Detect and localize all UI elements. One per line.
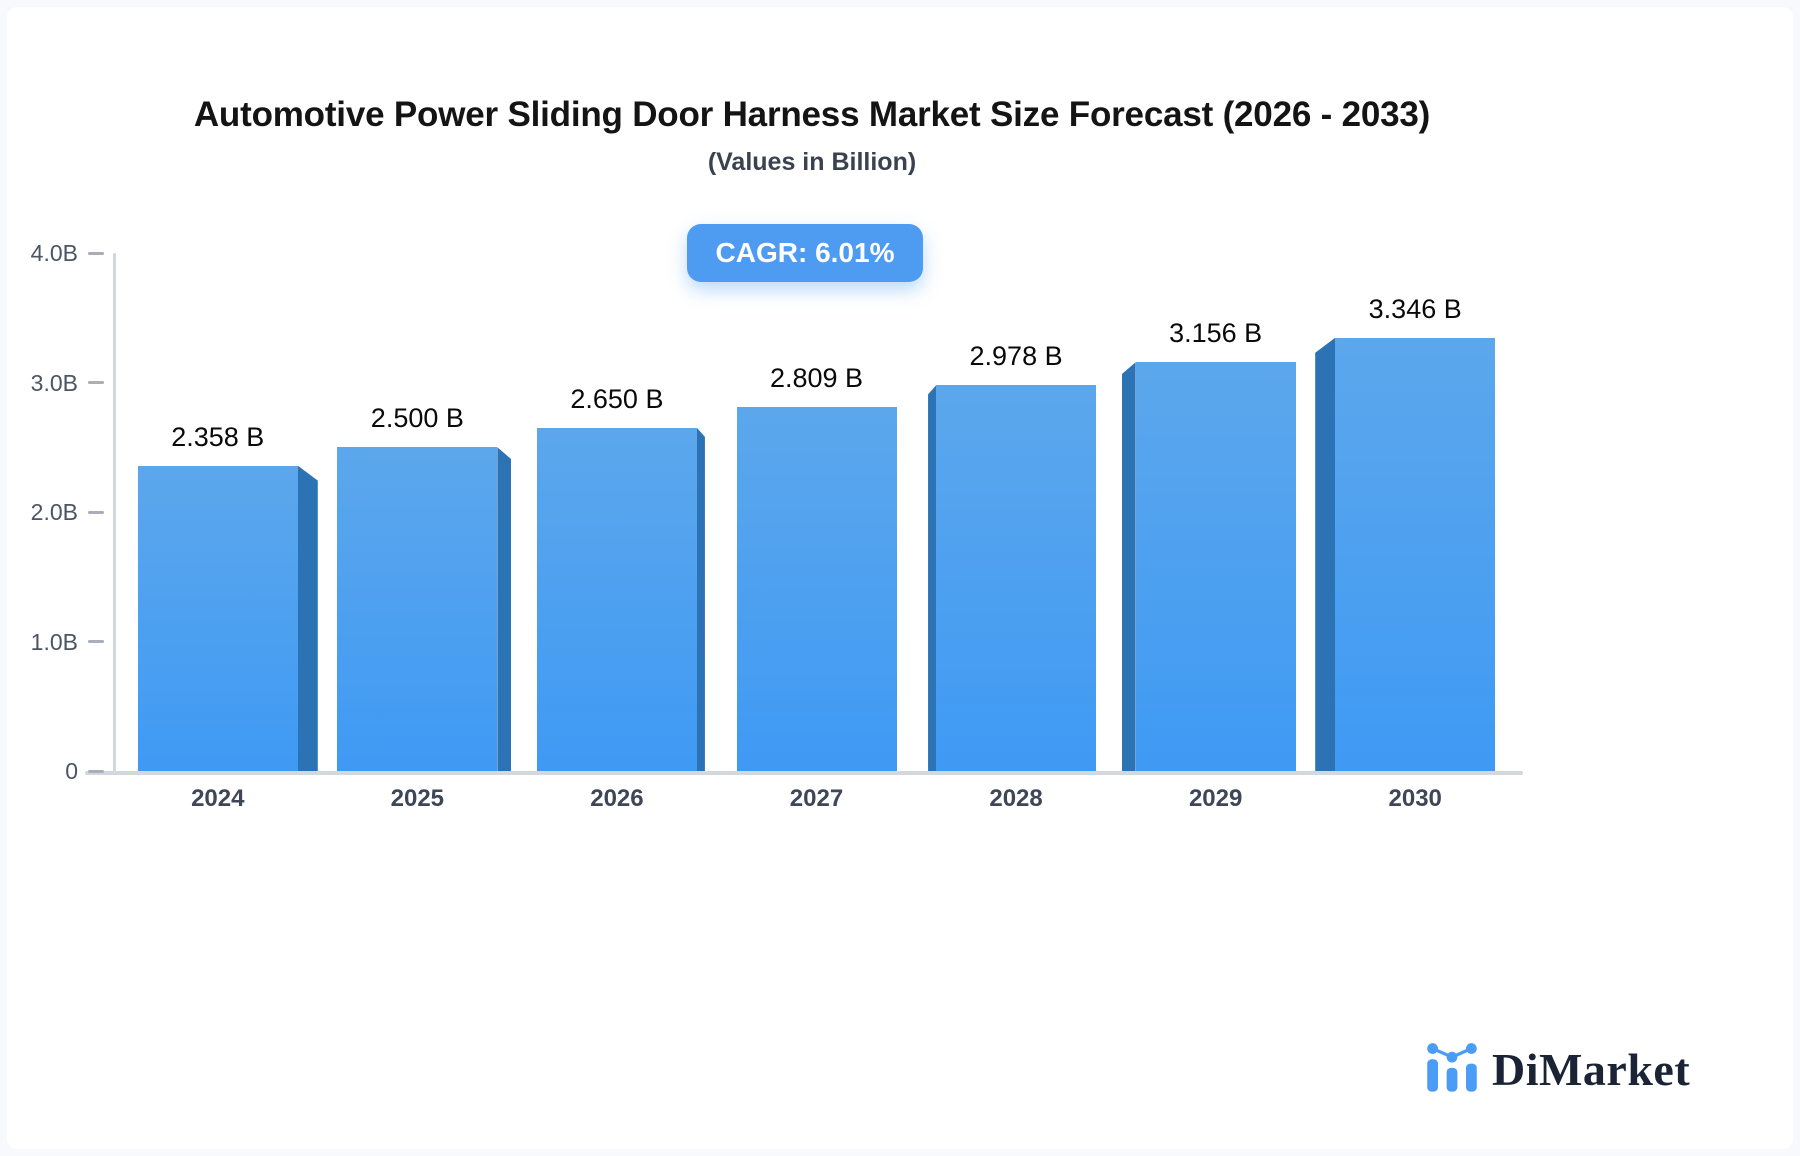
x-tick-label-2024: 2024 [191,785,245,812]
bar-2028-side-face [928,385,937,771]
y-axis-line [113,253,116,775]
bar-2024-side-face [297,465,318,771]
dimarket-logo-text: DiMarket [1492,1043,1691,1095]
chart-subtitle: (Values in Billion) [707,148,917,176]
bar-2026-side-face [696,427,705,771]
x-tick-label-2030: 2030 [1388,785,1442,812]
bar-2026 [536,427,697,771]
x-tick-label-2028: 2028 [989,785,1043,812]
y-tick-dash [88,769,104,773]
y-tick-label: 3.0B [30,369,78,396]
y-tick-dash [88,251,104,255]
y-tick-label: 1.0B [30,628,78,655]
bar-2027 [736,407,897,771]
bar-2025-side-face [497,447,512,771]
bar-2029-side-face [1121,362,1136,771]
bar-value-label-2030: 3.346 B [1368,293,1462,324]
bar-2028 [936,385,1097,771]
bar-value-label-2029: 3.156 B [1169,318,1263,349]
bar-2025 [337,447,498,771]
x-tick-label-2027: 2027 [789,785,844,812]
bar-2030-side-face [1315,337,1336,771]
y-tick-dash [88,640,104,643]
bar-2029 [1135,362,1296,771]
dimarket-logo: DiMarket [1424,1036,1704,1102]
y-tick-dash [88,510,104,514]
bar-value-label-2028: 2.978 B [969,341,1063,372]
bar-2024 [137,465,298,771]
x-tick-label-2025: 2025 [390,785,445,812]
bar-value-label-2024: 2.358 B [171,421,265,452]
y-tick-dash [88,381,104,384]
bar-line-chart-icon [1427,1043,1477,1092]
bar-value-label-2025: 2.500 B [370,403,464,434]
x-tick-label-2026: 2026 [590,785,644,812]
x-axis-line [85,771,1523,775]
x-tick-label-2029: 2029 [1188,785,1243,812]
bar-value-label-2026: 2.650 B [570,383,664,414]
y-tick-label: 2.0B [30,499,78,525]
chart-title: Automotive Power Sliding Door Harness Ma… [193,95,1431,134]
bar-value-label-2027: 2.809 B [769,363,864,394]
y-tick-label: 4.0B [30,240,78,266]
bar-2030 [1335,337,1496,771]
cagr-badge: CAGR: 6.01% [687,224,923,282]
y-tick-label: 0 [65,758,78,784]
